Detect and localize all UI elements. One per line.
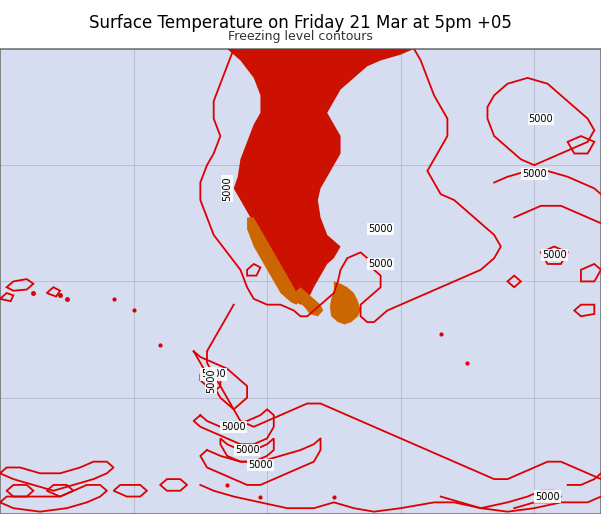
Text: Surface Temperature on Friday 21 Mar at 5pm +05: Surface Temperature on Friday 21 Mar at …	[89, 14, 512, 32]
Text: 5000: 5000	[235, 445, 260, 455]
Polygon shape	[247, 217, 300, 305]
Text: 5000: 5000	[368, 259, 393, 269]
Polygon shape	[330, 282, 361, 324]
Text: 5000: 5000	[535, 491, 560, 502]
Text: 5000: 5000	[522, 170, 546, 179]
Text: 5000: 5000	[368, 224, 393, 234]
Text: 5000: 5000	[201, 370, 226, 379]
Text: 5000: 5000	[221, 422, 246, 432]
Polygon shape	[294, 287, 323, 316]
Text: 5000: 5000	[542, 250, 567, 260]
Text: 5000: 5000	[222, 176, 232, 200]
Text: 5000: 5000	[206, 368, 216, 393]
Polygon shape	[180, 49, 414, 305]
Text: 5000: 5000	[248, 460, 273, 470]
Text: 5000: 5000	[529, 114, 553, 123]
Text: Freezing level contours: Freezing level contours	[228, 30, 373, 43]
